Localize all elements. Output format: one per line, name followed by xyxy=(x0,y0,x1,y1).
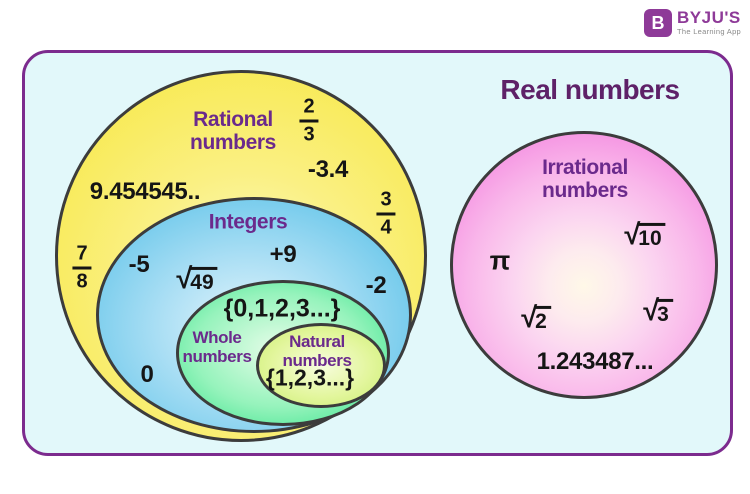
example-zero: 0 xyxy=(140,361,154,388)
example-nonrepeating-decimal: 1.243487... xyxy=(536,348,654,375)
example-neg-3-4: -3.4 xyxy=(307,156,349,183)
example-pi: π xyxy=(489,245,511,276)
example-sqrt-49: √ 49 xyxy=(176,262,218,295)
radical-sign: √ xyxy=(521,301,538,334)
whole-numbers-set: {0,1,2,3...} xyxy=(223,294,341,323)
whole-numbers-label: Whole numbers xyxy=(182,327,252,366)
example-sqrt-2: √ 2 xyxy=(521,301,551,334)
radical-sign: √ xyxy=(643,294,660,327)
irrational-numbers-circle xyxy=(450,131,718,399)
brand-tagline: The Learning App xyxy=(677,27,742,36)
rational-numbers-label: Rational numbers xyxy=(190,107,276,154)
radical-sign: √ xyxy=(176,262,193,295)
byjus-logo: B BYJU'S The Learning App xyxy=(644,9,741,37)
example-sqrt-10: √ 10 xyxy=(624,218,666,251)
natural-numbers-set: {1,2,3...} xyxy=(265,364,355,391)
irrational-numbers-label: Irrational numbers xyxy=(542,155,628,202)
natural-numbers-label: Natural numbers xyxy=(282,331,352,370)
radical-sign: √ xyxy=(624,218,641,251)
natural-numbers-ellipse xyxy=(256,323,386,408)
brand-name: BYJU'S xyxy=(677,8,741,27)
example-repeating-decimal: 9.454545.. xyxy=(89,178,201,205)
logo-letter: B xyxy=(651,12,665,33)
page-title: Real numbers xyxy=(500,74,680,105)
example-sqrt-3: √ 3 xyxy=(643,294,673,327)
byjus-logo-icon: B xyxy=(644,9,672,37)
example-pos-nine: +9 xyxy=(269,241,297,268)
example-neg-two: -2 xyxy=(365,272,387,299)
integers-label: Integers xyxy=(208,210,288,234)
example-neg-five: -5 xyxy=(128,251,150,278)
